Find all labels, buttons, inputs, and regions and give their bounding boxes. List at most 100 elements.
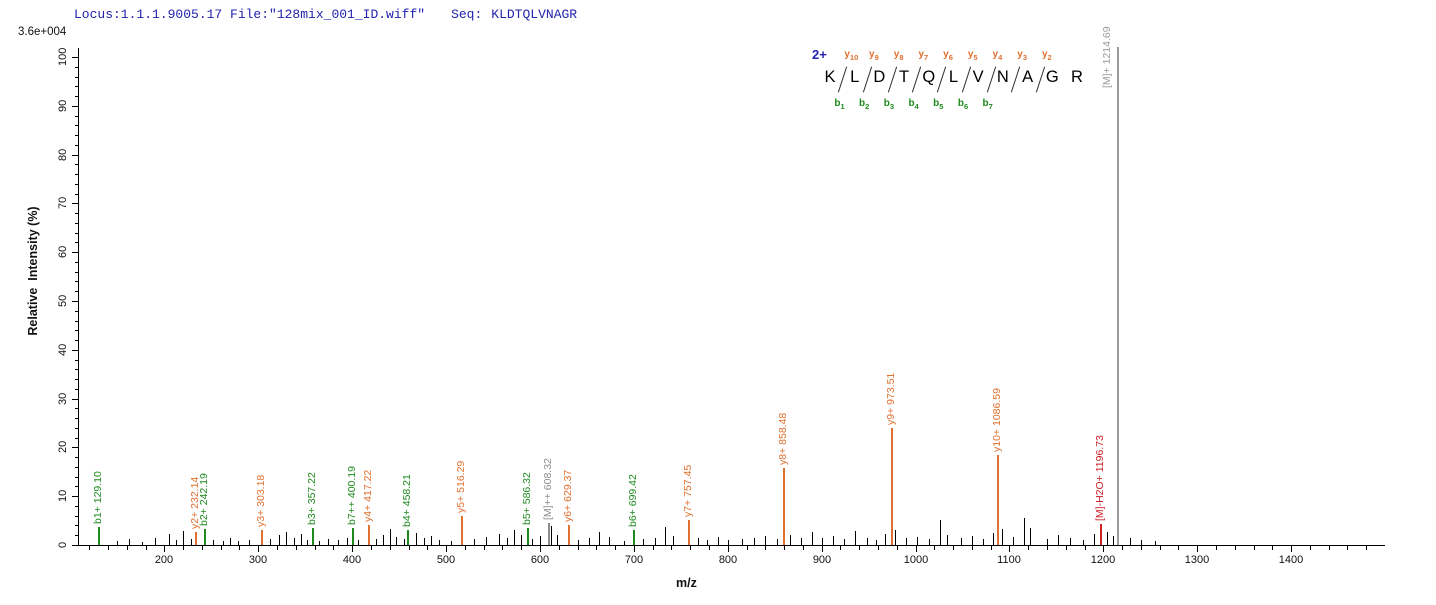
y-tick-label: 0 [57,541,69,548]
y-ion-label: y4 [992,49,1003,62]
noise-peak-line [338,540,339,545]
noise-peak-line [328,539,329,545]
residue-letter: V [972,68,984,86]
y-ion-label: y3 [1017,49,1027,62]
peak-line-b2 [204,529,206,545]
x-tick [934,546,935,550]
x-tick-label: 200 [154,554,174,566]
x-tick [1366,546,1367,550]
x-tick [239,546,240,550]
noise-peak-line [286,532,287,545]
x-tick [747,546,748,550]
peak-line-M-H2O [1100,523,1102,545]
residue-letter: D [873,68,886,86]
y-tick [75,281,78,282]
y-tick [75,467,78,468]
y-ion-label: y2 [1041,49,1052,62]
precursor-charge-label: 2+ [812,47,827,62]
x-tick [1103,546,1104,552]
peak-line-y10 [997,454,999,545]
y-tick [72,496,78,497]
noise-peak-line [833,536,834,545]
x-tick [315,546,316,550]
noise-peak-line [1070,538,1071,545]
peak-label: y4+ 417.22 [362,469,374,522]
x-tick [333,546,334,550]
locus-file-label: Locus:1.1.1.9005.17 File:"128mix_001_ID.… [74,7,426,22]
x-tick [671,546,672,550]
noise-peak-line [790,535,791,545]
noise-peak-line [599,532,600,545]
y-ion-label: y9 [869,49,879,62]
x-tick [521,546,522,550]
noise-peak-line [895,530,896,545]
x-tick-label: 600 [530,554,550,566]
noise-peak-line [540,536,541,545]
x-tick [615,546,616,550]
header-bar: Locus:1.1.1.9005.17 File:"128mix_001_ID.… [74,7,577,37]
noise-peak-line [1141,540,1142,545]
y-ion-label: y8 [893,49,904,62]
y-tick [75,96,78,97]
y-tick [75,360,78,361]
peak-line-y2 [195,532,197,545]
residue-letter: L [948,68,959,86]
x-tick-label: 1100 [997,554,1021,566]
noise-peak-line [557,535,558,545]
noise-peak-line [947,535,948,545]
noise-peak-line [801,538,802,545]
peak-label: b2+ 242.19 [198,473,210,527]
noise-peak-line [1024,518,1025,545]
peak-label: [M]-H2O+ 1196.73 [1094,434,1106,521]
noise-peak-line [698,538,699,545]
x-tick [559,546,560,550]
x-tick [1085,546,1086,550]
x-tick [803,546,804,550]
x-tick [897,546,898,550]
noise-peak-line [578,540,579,545]
x-tick [502,546,503,550]
noise-peak-line [1030,528,1031,545]
peak-line-y8 [783,467,785,545]
x-tick [1310,546,1311,550]
x-tick [1216,546,1217,550]
x-tick [1009,546,1010,552]
noise-peak-line [358,540,359,545]
x-tick-label: 900 [812,554,832,566]
y-tick [72,447,78,448]
noise-peak-line [855,531,856,545]
y-tick-label: 20 [57,441,69,454]
peak-line-y9 [891,427,893,545]
y-ion-label: y5 [967,49,978,62]
x-tick [296,546,297,550]
x-tick [540,546,541,552]
y-tick [75,242,78,243]
peak-line-b6 [633,530,635,545]
x-tick [1066,546,1067,550]
noise-peak-line [238,541,239,545]
x-tick [1291,546,1292,552]
y-tick [75,389,78,390]
x-tick [258,546,259,552]
noise-peak-line [551,526,552,545]
x-tick-label: 300 [248,554,268,566]
x-axis-title: m/z [676,576,697,590]
noise-peak-line [1155,541,1156,545]
y-tick [75,516,78,517]
x-tick [277,546,278,550]
peak-label: y8+ 858.48 [777,412,789,465]
x-tick [427,546,428,550]
b-ion-label: b6 [957,98,969,111]
y-tick [75,457,78,458]
y-tick [72,252,78,253]
y-ion-label: y10 [844,49,859,62]
y-tick [75,184,78,185]
x-tick [89,546,90,550]
noise-peak-line [521,535,522,545]
y-tick [75,525,78,526]
peak-label: y3+ 303.18 [255,475,267,528]
y-tick [75,428,78,429]
noise-peak-line [416,533,417,545]
